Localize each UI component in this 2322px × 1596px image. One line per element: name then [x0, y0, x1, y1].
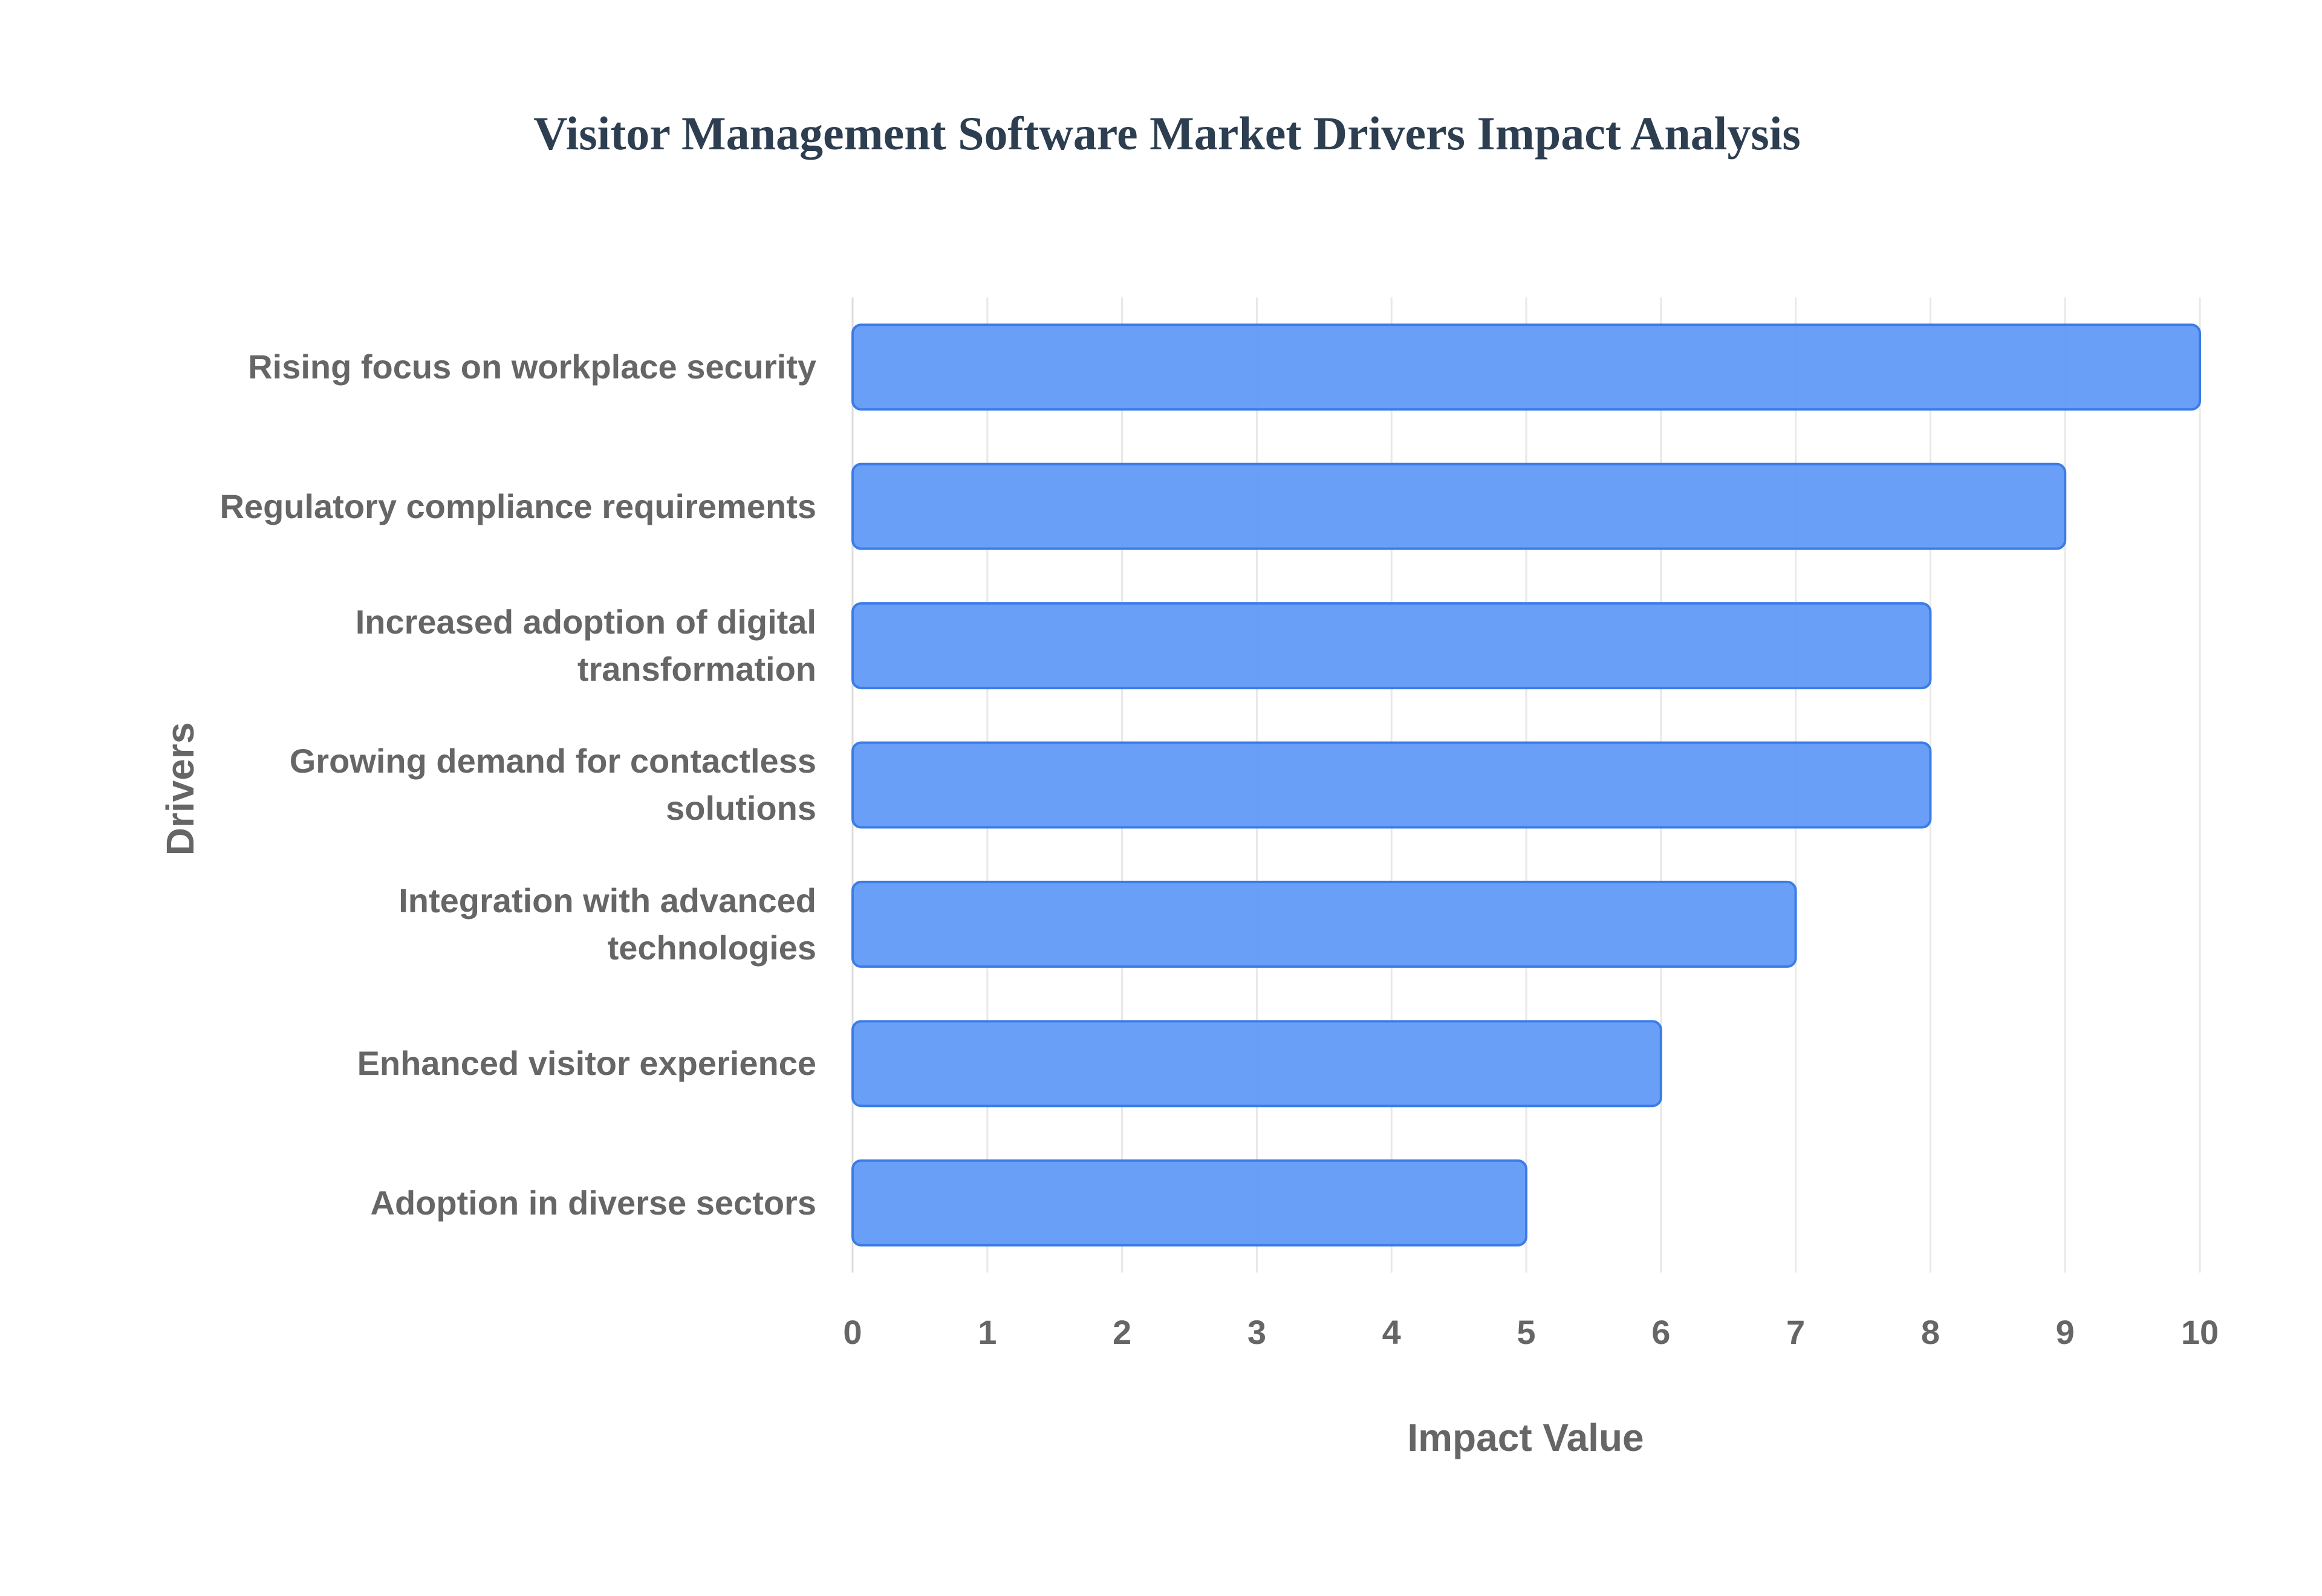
x-tick-label: 8: [1921, 1313, 1940, 1351]
x-tick-label: 3: [1247, 1313, 1266, 1351]
x-tick-label: 2: [1113, 1313, 1131, 1351]
chart-title: Visitor Management Software Market Drive…: [533, 107, 1801, 160]
y-tick-label-box: Adoption in diverse sectors: [370, 1183, 817, 1222]
bar: [851, 741, 1932, 829]
x-tick-label: 10: [2181, 1313, 2219, 1351]
bar: [851, 602, 1932, 690]
y-tick-label: Rising focus on workplace security: [248, 348, 816, 386]
x-tick-label: 1: [978, 1313, 997, 1351]
y-tick-label: Enhanced visitor experience: [357, 1044, 816, 1083]
y-tick-label: Growing demand for contactless solutions: [289, 742, 816, 828]
y-tick-label: Regulatory compliance requirements: [220, 487, 816, 525]
x-tick-label: 7: [1786, 1313, 1805, 1351]
x-tick-label: 9: [2056, 1313, 2075, 1351]
y-tick-label: Integration with advanced technologies: [398, 881, 816, 967]
y-tick-label: Adoption in diverse sectors: [370, 1183, 817, 1222]
x-tick-label: 6: [1651, 1313, 1670, 1351]
y-tick-label-box: Enhanced visitor experience: [357, 1044, 816, 1083]
y-tick-label-box: Rising focus on workplace security: [248, 348, 816, 386]
x-tick-label: 0: [843, 1313, 862, 1351]
y-tick-label-box: Growing demand for contactless solutions: [289, 742, 816, 828]
bar: [851, 462, 2067, 550]
y-tick-label-box: Increased adoption of digital transforma…: [355, 603, 816, 689]
y-axis-title: Drivers: [158, 722, 202, 856]
y-tick-label: Increased adoption of digital transforma…: [355, 603, 816, 689]
x-axis-title: Impact Value: [1407, 1416, 1644, 1459]
bar: [851, 1020, 1662, 1108]
bar: [851, 1159, 1527, 1247]
y-tick-label-box: Regulatory compliance requirements: [220, 487, 816, 525]
x-tick-label: 4: [1382, 1313, 1401, 1351]
bar: [851, 880, 1797, 968]
y-tick-label-box: Integration with advanced technologies: [398, 881, 816, 967]
x-tick-label: 5: [1517, 1313, 1535, 1351]
bar: [851, 323, 2201, 411]
